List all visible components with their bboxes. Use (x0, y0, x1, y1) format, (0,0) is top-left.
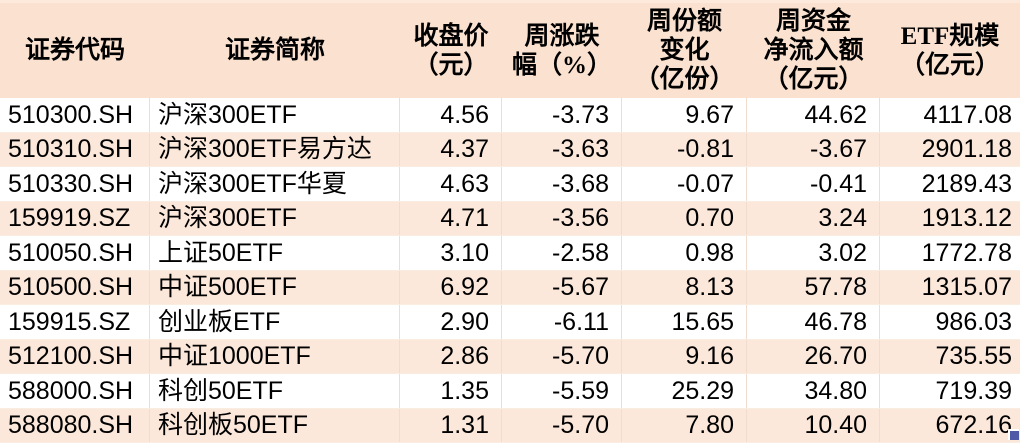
cell-code[interactable]: 159915.SZ (0, 305, 150, 339)
column-header-share-change[interactable]: 周份额 变化 （亿份） (634, 8, 735, 93)
cell-net-inflow[interactable]: 46.78 (747, 305, 880, 339)
column-header-change[interactable]: 周涨跌 幅（%） (511, 22, 612, 79)
table-row: 510050.SH 上证50ETF 3.10 -2.58 0.98 3.02 1… (0, 236, 1020, 271)
cell-name[interactable]: 沪深300ETF (150, 201, 400, 235)
cell-code[interactable]: 510050.SH (0, 236, 150, 270)
cell-net-inflow[interactable]: 3.02 (747, 236, 880, 270)
table-header-row: 证券代码 证券简称 收盘价 （元） 周涨跌 幅（%） 周份额 变化 （亿份） 周… (0, 0, 1020, 98)
cell-share-change[interactable]: -0.81 (622, 132, 747, 166)
cell-close[interactable]: 6.92 (400, 270, 502, 304)
cell-name[interactable]: 中证500ETF (150, 270, 400, 304)
cell-change[interactable]: -6.11 (502, 305, 622, 339)
cell-change[interactable]: -2.58 (502, 236, 622, 270)
selection-fill-handle[interactable] (1008, 429, 1019, 440)
cell-code[interactable]: 588000.SH (0, 374, 150, 408)
cell-code[interactable]: 510500.SH (0, 270, 150, 304)
cell-name[interactable]: 上证50ETF (150, 236, 400, 270)
cell-close[interactable]: 1.31 (400, 408, 502, 442)
cell-share-change[interactable]: 7.80 (622, 408, 747, 442)
table-row: 512100.SH 中证1000ETF 2.86 -5.70 9.16 26.7… (0, 339, 1020, 374)
cell-etf-scale[interactable]: 4117.08 (923, 100, 1012, 129)
column-header-net-inflow[interactable]: 周资金 净流入额 （亿元） (763, 8, 864, 93)
column-header-name[interactable]: 证券简称 (224, 37, 325, 64)
cell-name[interactable]: 中证1000ETF (150, 339, 400, 373)
cell-net-inflow[interactable]: 3.24 (747, 201, 880, 235)
table-row: 510310.SH 沪深300ETF易方达 4.37 -3.63 -0.81 -… (0, 132, 1020, 167)
cell-close[interactable]: 4.63 (400, 167, 502, 201)
cell-share-change[interactable]: -0.07 (622, 167, 747, 201)
table-row: 588000.SH 科创50ETF 1.35 -5.59 25.29 34.80… (0, 374, 1020, 409)
cell-etf-scale[interactable]: 1315.07 (921, 273, 1012, 302)
cell-net-inflow[interactable]: 44.62 (747, 98, 880, 132)
cell-net-inflow[interactable]: 26.70 (747, 339, 880, 373)
cell-close[interactable]: 2.90 (400, 305, 502, 339)
cell-net-inflow[interactable]: 10.40 (747, 408, 880, 442)
cell-change[interactable]: -5.70 (502, 408, 622, 442)
cell-code[interactable]: 510300.SH (0, 98, 150, 132)
cell-close[interactable]: 4.56 (400, 98, 502, 132)
cell-change[interactable]: -3.56 (502, 201, 622, 235)
cell-name[interactable]: 科创板50ETF (150, 408, 400, 442)
cell-name[interactable]: 沪深300ETF华夏 (150, 167, 400, 201)
cell-name[interactable]: 沪深300ETF (150, 98, 400, 132)
cell-net-inflow[interactable]: 57.78 (747, 270, 880, 304)
cell-name[interactable]: 沪深300ETF易方达 (150, 132, 400, 166)
cell-share-change[interactable]: 0.98 (622, 236, 747, 270)
cell-share-change[interactable]: 0.70 (622, 201, 747, 235)
cell-etf-scale[interactable]: 986.03 (935, 307, 1012, 336)
table-row: 510330.SH 沪深300ETF华夏 4.63 -3.68 -0.07 -0… (0, 167, 1020, 202)
cell-share-change[interactable]: 25.29 (622, 374, 747, 408)
cell-code[interactable]: 512100.SH (0, 339, 150, 373)
cell-name[interactable]: 科创50ETF (150, 374, 400, 408)
cell-etf-scale[interactable]: 719.39 (935, 376, 1012, 405)
cell-share-change[interactable]: 8.13 (622, 270, 747, 304)
cell-code[interactable]: 588080.SH (0, 408, 150, 442)
cell-change[interactable]: -3.73 (502, 98, 622, 132)
cell-change[interactable]: -3.68 (502, 167, 622, 201)
cell-close[interactable]: 4.71 (400, 201, 502, 235)
cell-code[interactable]: 510330.SH (0, 167, 150, 201)
cell-close[interactable]: 1.35 (400, 374, 502, 408)
cell-close[interactable]: 2.86 (400, 339, 502, 373)
table-row: 159915.SZ 创业板ETF 2.90 -6.11 15.65 46.78 … (0, 305, 1020, 340)
column-header-close[interactable]: 收盘价 （元） (413, 22, 489, 79)
cell-net-inflow[interactable]: 34.80 (747, 374, 880, 408)
column-header-etf-scale[interactable]: ETF规模 （亿元） (899, 22, 1000, 79)
table-row: 588080.SH 科创板50ETF 1.31 -5.70 7.80 10.40… (0, 408, 1020, 443)
cell-code[interactable]: 159919.SZ (0, 201, 150, 235)
cell-share-change[interactable]: 9.16 (622, 339, 747, 373)
cell-share-change[interactable]: 9.67 (622, 98, 747, 132)
cell-etf-scale[interactable]: 2189.43 (921, 169, 1012, 198)
cell-change[interactable]: -3.63 (502, 132, 622, 166)
cell-code[interactable]: 510310.SH (0, 132, 150, 166)
cell-share-change[interactable]: 15.65 (622, 305, 747, 339)
table-row: 510500.SH 中证500ETF 6.92 -5.67 8.13 57.78… (0, 270, 1020, 305)
cell-etf-scale[interactable]: 1772.78 (921, 238, 1012, 267)
column-header-code[interactable]: 证券代码 (24, 37, 125, 64)
cell-name[interactable]: 创业板ETF (150, 305, 400, 339)
cell-change[interactable]: -5.59 (502, 374, 622, 408)
cell-etf-scale[interactable]: 2901.18 (921, 135, 1012, 164)
cell-net-inflow[interactable]: -0.41 (747, 167, 880, 201)
cell-etf-scale[interactable]: 1913.12 (921, 204, 1012, 233)
cell-etf-scale[interactable]: 672.16 (935, 411, 1012, 440)
cell-close[interactable]: 3.10 (400, 236, 502, 270)
cell-close[interactable]: 4.37 (400, 132, 502, 166)
cell-net-inflow[interactable]: -3.67 (747, 132, 880, 166)
cell-change[interactable]: -5.67 (502, 270, 622, 304)
cell-etf-scale[interactable]: 735.55 (935, 342, 1012, 371)
cell-change[interactable]: -5.70 (502, 339, 622, 373)
table-row: 510300.SH 沪深300ETF 4.56 -3.73 9.67 44.62… (0, 98, 1020, 133)
table-row: 159919.SZ 沪深300ETF 4.71 -3.56 0.70 3.24 … (0, 201, 1020, 236)
